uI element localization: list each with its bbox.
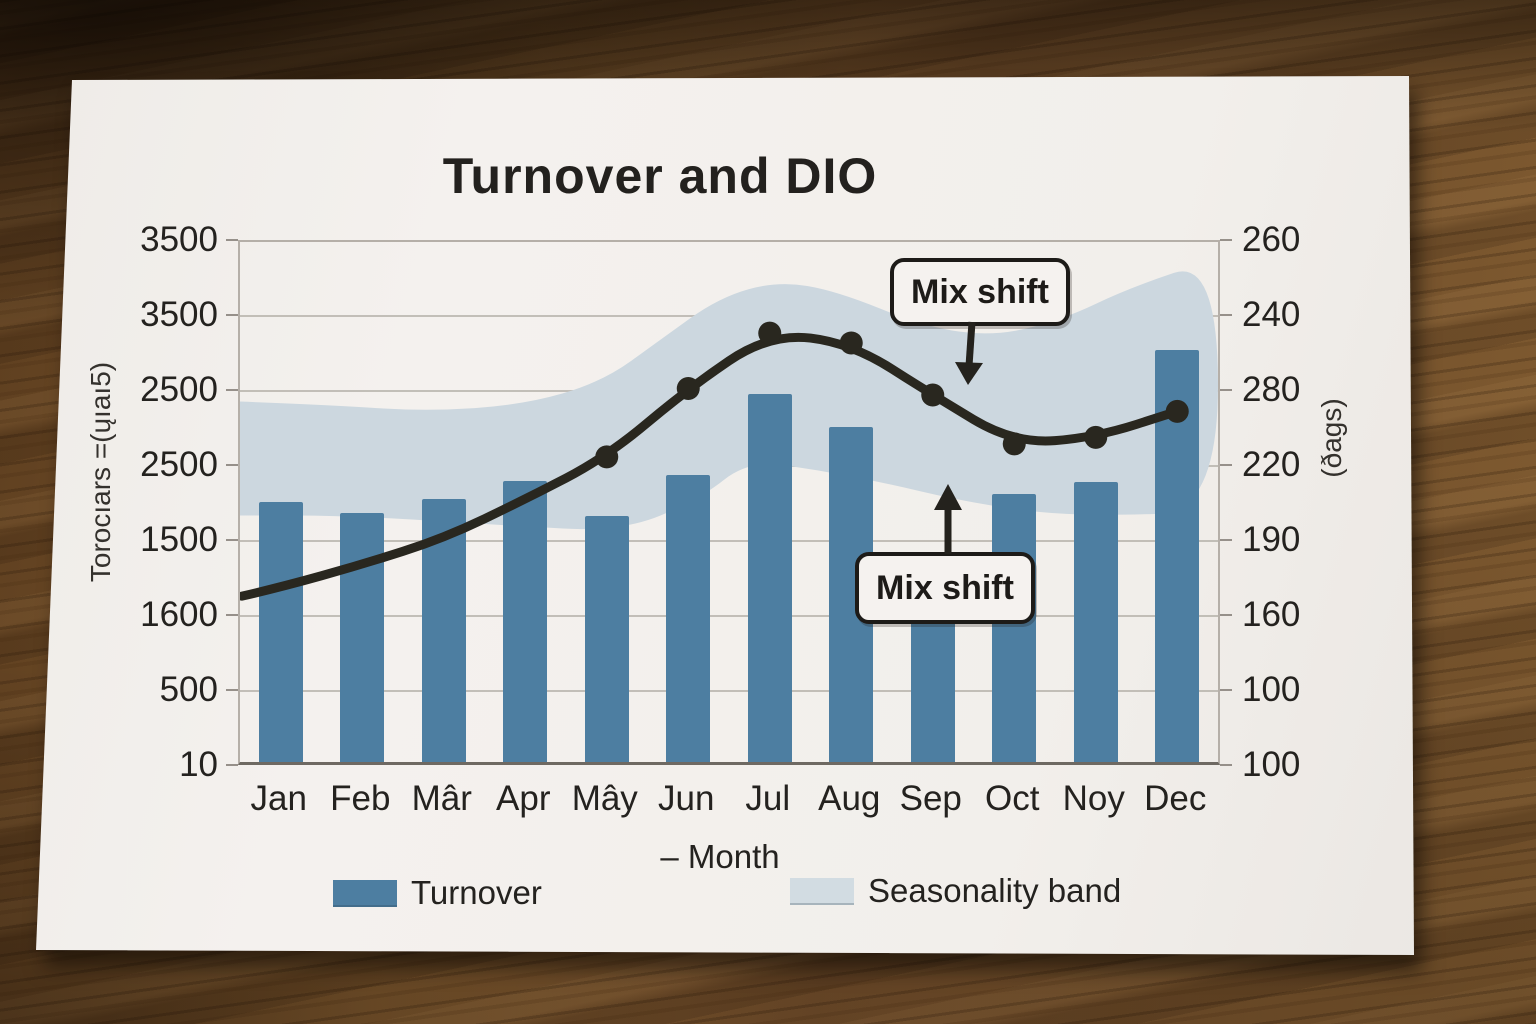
month-tick-label: Jan bbox=[250, 779, 307, 818]
left-tick-label: 1500 bbox=[140, 520, 218, 559]
month-tick-label: Apr bbox=[496, 779, 551, 818]
legend-item-seasonality-band: Seasonality band bbox=[790, 872, 1121, 910]
dio-line-markers bbox=[595, 321, 1189, 469]
left-tick-mark bbox=[226, 764, 238, 766]
right-tick-mark bbox=[1220, 539, 1232, 541]
turnover-bar-may bbox=[584, 516, 629, 762]
month-tick-label: Sep bbox=[899, 779, 962, 818]
x-axis-label: – Month bbox=[660, 838, 780, 875]
left-tick-mark bbox=[226, 464, 238, 466]
month-tick-label: Jun bbox=[658, 779, 715, 818]
right-tick-label: 220 bbox=[1242, 445, 1301, 484]
right-tick-label: 240 bbox=[1242, 295, 1301, 334]
turnover-bar-oct bbox=[992, 494, 1037, 762]
chart-title: Turnover and DIO bbox=[442, 148, 878, 204]
left-tick-mark bbox=[226, 614, 238, 616]
turnover-bar-jan bbox=[258, 501, 303, 762]
left-tick-mark bbox=[226, 389, 238, 391]
turnover-legend-label: Turnover bbox=[411, 874, 542, 911]
left-tick-label: 10 bbox=[179, 745, 218, 784]
right-tick-mark bbox=[1220, 764, 1232, 766]
left-tick-label: 500 bbox=[159, 670, 218, 709]
dio-line bbox=[240, 332, 1182, 601]
left-tick-label: 2500 bbox=[140, 370, 218, 409]
right-tick-mark bbox=[1220, 239, 1232, 241]
right-tick-label: 160 bbox=[1242, 595, 1301, 634]
gridline bbox=[240, 540, 1218, 542]
dio-marker-aug bbox=[839, 331, 863, 355]
turnover-bar-jul bbox=[747, 394, 792, 762]
right-tick-label: 100 bbox=[1242, 670, 1301, 709]
gridline bbox=[240, 615, 1218, 617]
right-tick-mark bbox=[1220, 389, 1232, 391]
annotation-text: Mix shift bbox=[911, 272, 1049, 311]
gridline bbox=[240, 690, 1218, 692]
dio-marker-sep bbox=[921, 383, 945, 407]
left-tick-mark bbox=[226, 314, 238, 316]
month-tick-label: Jul bbox=[745, 779, 791, 818]
month-tick-label: Mây bbox=[571, 779, 638, 818]
month-tick-label: Feb bbox=[330, 779, 391, 818]
dio-marker-may bbox=[595, 445, 619, 469]
turnover-bar-jun bbox=[666, 474, 711, 762]
left-tick-label: 1600 bbox=[140, 595, 218, 634]
right-tick-label: 260 bbox=[1242, 220, 1301, 259]
annotation-text: Mix shift bbox=[876, 568, 1014, 607]
left-tick-mark bbox=[226, 689, 238, 691]
right-tick-mark bbox=[1220, 614, 1232, 616]
seasonality-band-legend-swatch bbox=[790, 877, 854, 905]
dio-marker-nov bbox=[1084, 425, 1108, 449]
month-tick-label: Oct bbox=[985, 779, 1040, 818]
dio-marker-oct bbox=[1002, 432, 1026, 456]
right-tick-label: 190 bbox=[1242, 520, 1301, 559]
dio-marker-jul bbox=[758, 321, 782, 345]
down-arrow-icon bbox=[955, 321, 983, 385]
right-tick-label: 100 bbox=[1242, 745, 1301, 784]
turnover-bar-nov bbox=[1073, 482, 1118, 762]
month-tick-label: Dec bbox=[1144, 779, 1207, 818]
dio-marker-dec bbox=[1165, 399, 1189, 423]
left-tick-mark bbox=[226, 539, 238, 541]
annotation-mix-shift-bottom: Mix shift bbox=[855, 552, 1035, 624]
right-tick-label: 280 bbox=[1242, 370, 1301, 409]
annotation-mix-shift-top: Mix shift bbox=[890, 258, 1070, 326]
right-tick-mark bbox=[1220, 314, 1232, 316]
plot-area bbox=[238, 240, 1220, 765]
turnover-bar-apr bbox=[503, 480, 548, 762]
turnover-legend-swatch bbox=[333, 879, 397, 907]
month-tick-label: Aug bbox=[818, 779, 881, 818]
left-tick-label: 3500 bbox=[140, 295, 218, 334]
right-tick-mark bbox=[1220, 689, 1232, 691]
dio-marker-jun bbox=[676, 377, 700, 401]
right-tick-mark bbox=[1220, 464, 1232, 466]
legend-item-turnover: Turnover bbox=[333, 874, 542, 912]
left-tick-label: 3500 bbox=[140, 220, 218, 259]
dio-line-layer bbox=[240, 321, 1189, 601]
month-tick-label: Noy bbox=[1062, 779, 1125, 818]
seasonality-band-legend-label: Seasonality band bbox=[868, 872, 1122, 909]
turnover-bars bbox=[240, 242, 1218, 762]
up-arrow-icon bbox=[934, 484, 962, 554]
month-tick-label: Mâr bbox=[411, 779, 472, 818]
left-tick-label: 2500 bbox=[140, 445, 218, 484]
right-axis-title: (ðags) bbox=[1316, 398, 1347, 478]
left-tick-mark bbox=[226, 239, 238, 241]
